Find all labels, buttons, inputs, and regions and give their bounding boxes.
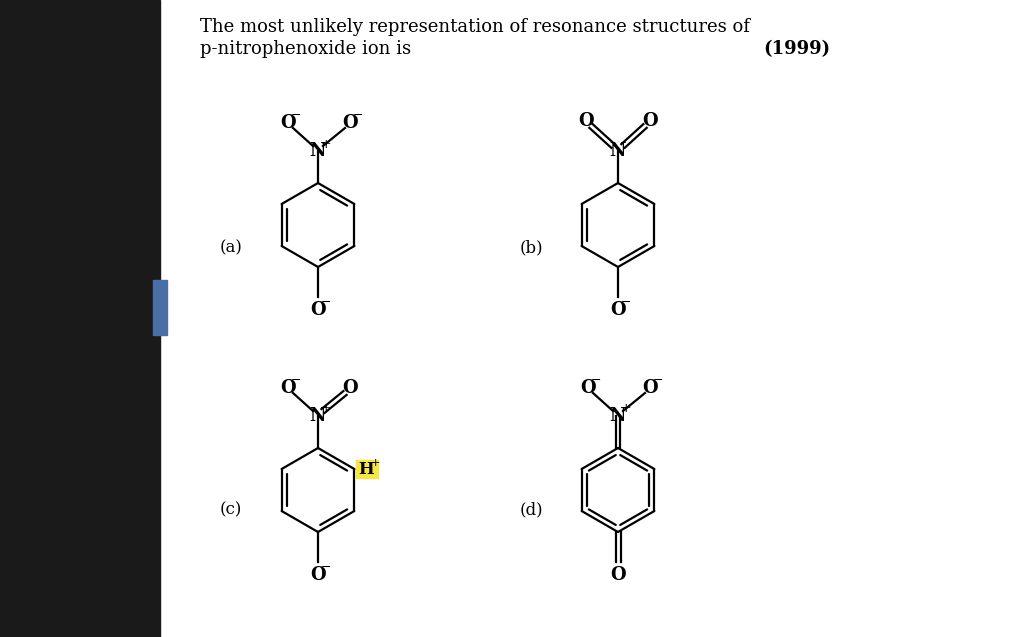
Text: (d): (d) [520,501,544,519]
Text: −: − [291,373,301,387]
Text: O: O [342,379,357,397]
Text: −: − [291,108,301,122]
Text: p-nitrophenoxide ion is: p-nitrophenoxide ion is [200,40,411,58]
Text: O: O [581,379,596,397]
Text: +: + [321,403,332,415]
Text: N: N [609,142,627,160]
Text: +: + [321,138,332,150]
Text: −: − [321,296,331,308]
Text: O: O [642,379,657,397]
Text: O: O [610,301,626,319]
Text: O: O [281,114,296,132]
Text: O: O [281,379,296,397]
Text: O: O [610,566,626,584]
Text: −: − [652,373,664,387]
Text: O: O [310,301,326,319]
Text: (c): (c) [220,501,243,519]
Text: N: N [309,142,327,160]
Text: (1999): (1999) [763,40,830,58]
Text: +: + [371,458,380,468]
Text: −: − [591,373,601,387]
Text: O: O [310,566,326,584]
Text: (a): (a) [220,240,243,257]
Text: H: H [358,461,374,478]
Text: +: + [621,403,632,415]
Bar [153,280,167,335]
Text: O: O [579,112,594,130]
Text: −: − [352,108,364,122]
Text: N: N [309,407,327,425]
Text: O: O [642,112,657,130]
Text: N: N [609,407,627,425]
Text: O: O [342,114,357,132]
Text: −: − [321,561,331,573]
Text: The most unlikely representation of resonance structures of: The most unlikely representation of reso… [200,18,750,36]
Bar [0,0,160,637]
Text: (b): (b) [520,240,544,257]
Text: −: − [621,296,631,308]
Bar [356,460,379,478]
